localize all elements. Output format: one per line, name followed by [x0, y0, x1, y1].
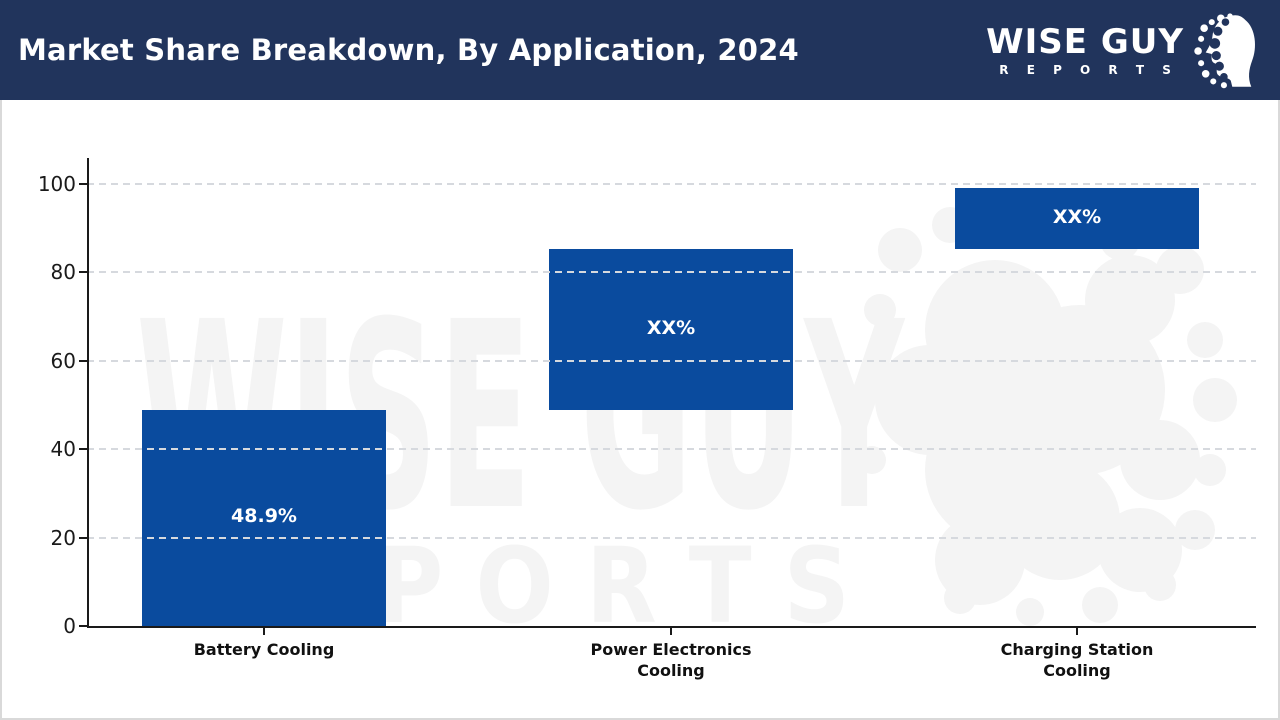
- y-tick-label-40: 40: [50, 437, 76, 462]
- y-tick-80: [79, 271, 87, 274]
- app-header: Market Share Breakdown, By Application, …: [0, 0, 1280, 100]
- y-axis: [87, 158, 89, 628]
- y-tick-60: [79, 359, 87, 362]
- y-tick-20: [79, 536, 87, 539]
- y-tick-label-0: 0: [63, 614, 76, 638]
- x-tick-power-electronics-cooling: [670, 628, 672, 635]
- x-axis: [87, 626, 1256, 628]
- bar-value-label-power-electronics-cooling: XX%: [646, 316, 696, 339]
- bar-power-electronics-cooling: [549, 249, 793, 410]
- x-tick-battery-cooling: [263, 628, 265, 635]
- brand-logo: WISE GUY R E P O R T S: [986, 10, 1268, 92]
- bar-value-label-charging-station-cooling: XX%: [1052, 205, 1102, 228]
- y-tick-40: [79, 448, 87, 451]
- brand-subtitle: R E P O R T S: [999, 62, 1178, 77]
- y-tick-100: [79, 183, 87, 185]
- brand-face-icon: [1194, 13, 1256, 89]
- category-label-charging-station-cooling: Charging Station Cooling: [1000, 640, 1154, 680]
- brand-name: WISE GUY: [986, 22, 1184, 63]
- bar-battery-cooling: [142, 409, 386, 626]
- gridline-100: [87, 183, 1256, 185]
- x-tick-charging-station-cooling: [1076, 628, 1078, 635]
- category-label-power-electronics-cooling: Power Electronics Cooling: [590, 640, 752, 680]
- bar-value-label-battery-cooling: 48.9%: [231, 504, 297, 527]
- category-label-battery-cooling: Battery Cooling: [193, 640, 335, 659]
- gridline-80: [87, 271, 1256, 274]
- brand-wordmark: WISE GUY R E P O R T S: [986, 22, 1184, 77]
- gridline-20: [87, 536, 1256, 539]
- y-tick-label-20: 20: [50, 525, 76, 550]
- page-title: Market Share Breakdown, By Application, …: [18, 33, 799, 67]
- y-tick-label-60: 60: [50, 348, 76, 373]
- y-tick-label-80: 80: [50, 260, 76, 285]
- gridline-40: [87, 448, 1256, 451]
- y-tick-label-100: 100: [37, 172, 76, 196]
- gridline-60: [87, 359, 1256, 362]
- y-tick-0: [79, 625, 87, 627]
